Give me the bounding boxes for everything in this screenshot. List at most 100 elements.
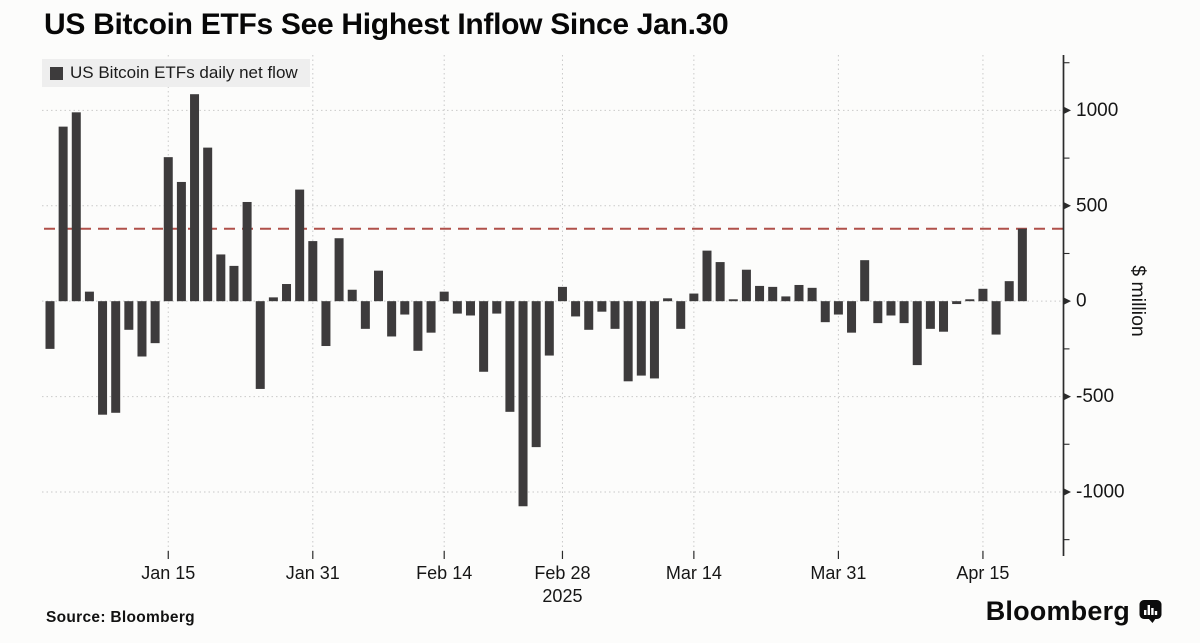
legend-label: US Bitcoin ETFs daily net flow [70,63,298,82]
bar [715,262,725,302]
bar-chart-bubble-icon [1139,600,1162,623]
bar [58,126,68,302]
y-tick-label: -500 [1076,386,1114,407]
bar [505,301,515,412]
bar [203,147,213,302]
bar [610,301,620,329]
bar [400,301,410,315]
bar [492,301,502,314]
bar [886,301,896,316]
bar [912,301,922,366]
bar [847,301,857,333]
bar [176,181,186,302]
bar [479,301,489,372]
x-tick-label: Mar 31 [810,563,866,583]
bar [1017,228,1027,302]
bar [873,301,883,324]
bar [163,157,173,302]
legend-swatch-icon [50,66,63,80]
y-axis-title: $ million [1127,265,1149,337]
bar [360,301,370,329]
bar [531,301,541,448]
bar [374,270,383,302]
y-tick-label: -1000 [1076,481,1125,502]
bar [71,112,81,302]
bar [623,301,633,382]
y-tick-label: 500 [1076,195,1108,216]
bar [465,301,475,316]
bar [925,301,935,329]
bar [663,298,673,302]
bar [965,299,975,302]
bar [347,289,357,302]
bar [702,250,712,302]
x-tick-label: Mar 14 [666,563,722,583]
source-attribution: Source: Bloomberg [46,609,195,626]
bar [755,285,765,302]
bar [689,293,699,302]
bar [781,296,791,302]
bar [242,201,252,302]
bar [137,301,147,357]
bar [728,299,738,302]
bar [571,301,581,317]
bar [282,284,292,302]
bar [741,269,751,302]
x-tick-label: Apr 15 [956,563,1009,583]
x-tick-label: Feb 28 [534,563,590,583]
y-major-tick [1063,487,1071,496]
bar [308,241,318,302]
bar [190,94,200,302]
x-axis-year-label: 2025 [542,586,582,606]
bar [426,301,436,333]
bar [334,238,344,302]
x-tick-label: Jan 31 [286,563,340,583]
bar [899,301,909,324]
y-tick-label: 0 [1076,291,1087,312]
bar [295,189,305,302]
bar [439,291,449,302]
bar [584,301,594,330]
bar [321,301,331,347]
bar [111,301,121,413]
bar [255,301,265,389]
bar [939,301,949,332]
page-title: US Bitcoin ETFs See Highest Inflow Since… [44,8,729,41]
bloomberg-wordmark: Bloomberg [985,596,1130,626]
bar [150,301,160,344]
bar [544,301,554,356]
bar [45,301,55,349]
bar [833,301,843,315]
bar [518,301,528,507]
y-tick-label: 1000 [1076,100,1118,121]
y-major-tick [1063,201,1071,210]
bar [413,301,423,351]
bar [860,260,870,302]
bar [229,265,239,302]
x-tick-label: Feb 14 [416,563,472,583]
x-tick-label: Jan 15 [141,563,195,583]
bar [557,286,567,302]
bar [649,301,659,379]
bar [991,301,1001,335]
bar [820,301,830,323]
bar [768,286,778,302]
bar [124,301,134,330]
bar [84,291,94,302]
bar [452,301,462,314]
bloomberg-logo: Bloomberg [986,596,1162,627]
bar [1004,281,1014,302]
y-major-tick [1063,106,1071,115]
bar [676,301,686,329]
bar [952,301,962,305]
bar [807,287,817,302]
y-major-tick [1063,392,1071,401]
bar [636,301,646,376]
bar [597,301,607,312]
bar [268,297,278,302]
bar [98,301,108,415]
bar [387,301,397,337]
y-major-tick [1063,297,1071,306]
